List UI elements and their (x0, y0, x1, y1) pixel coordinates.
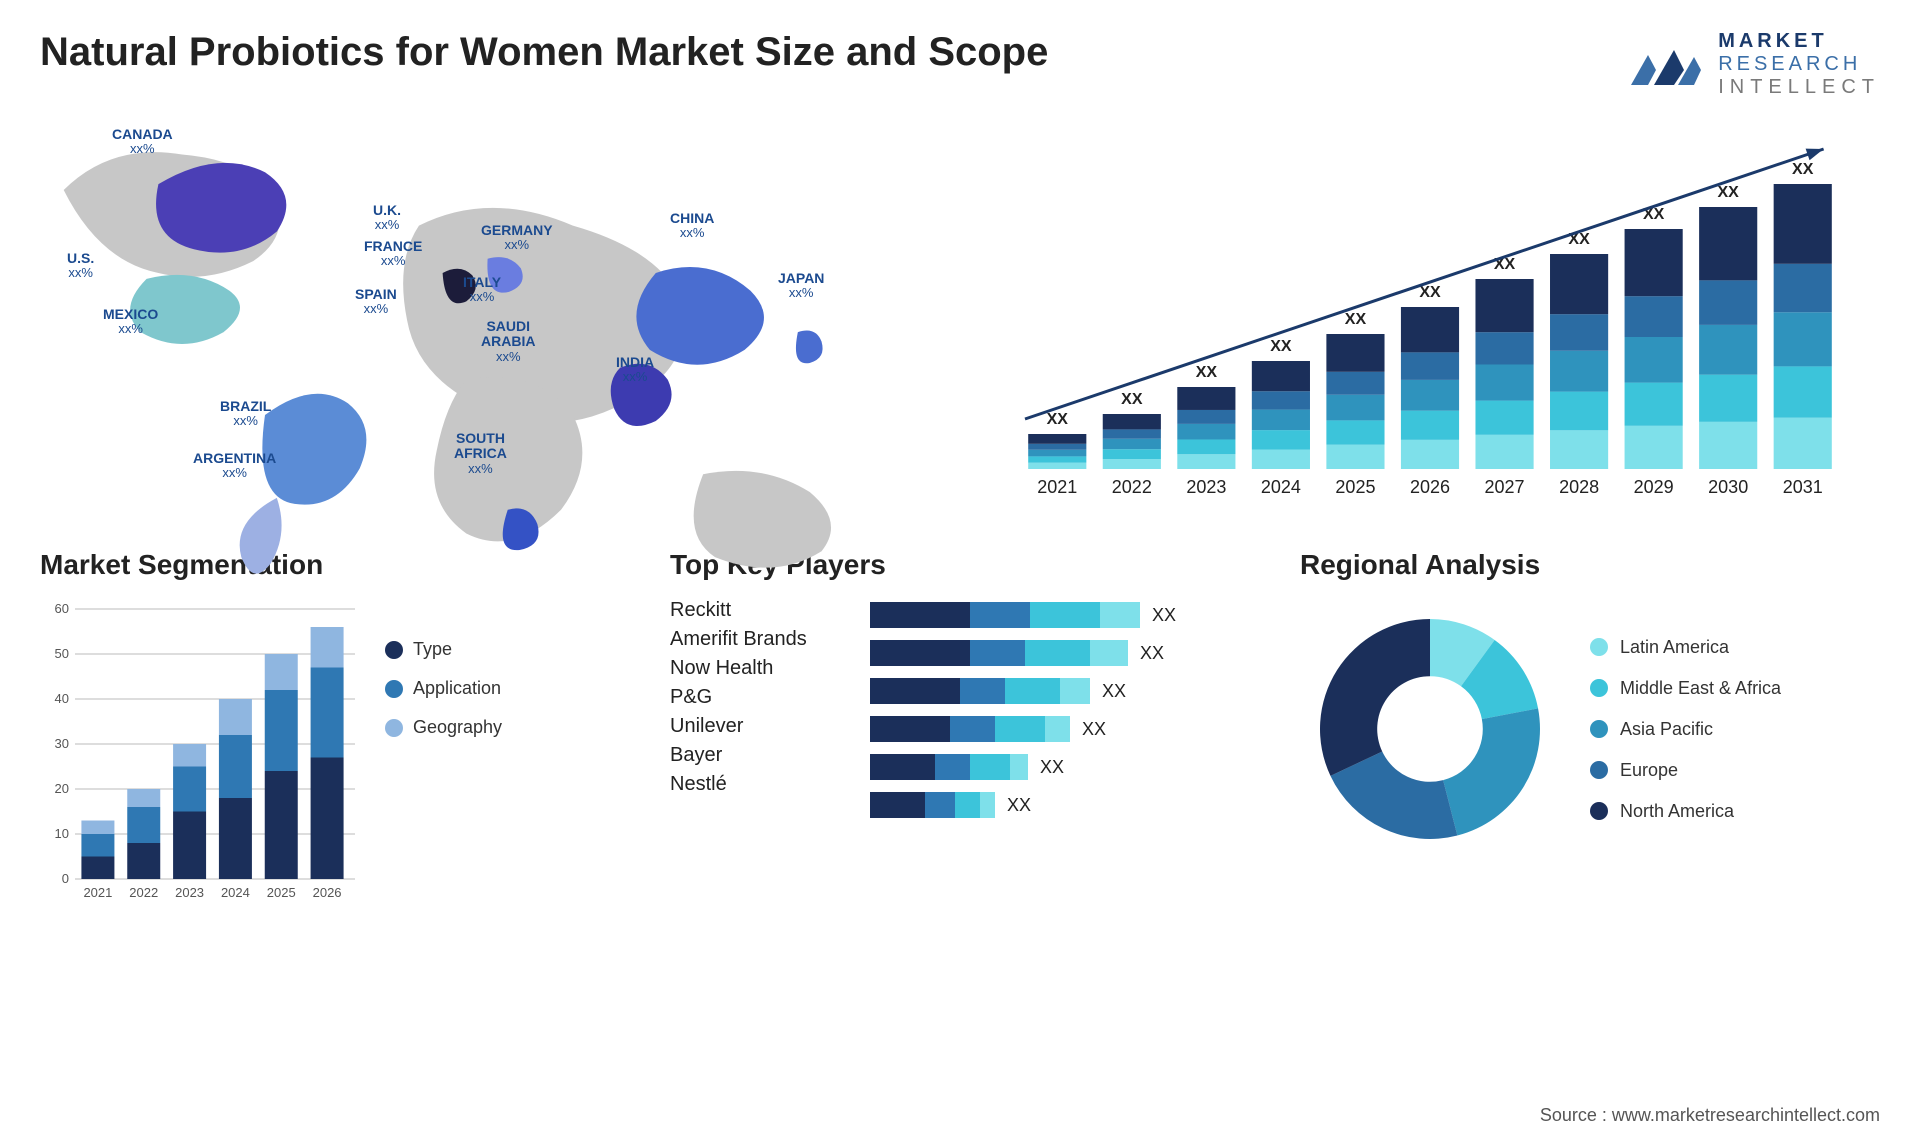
svg-text:XX: XX (1345, 311, 1367, 328)
svg-text:2024: 2024 (221, 885, 250, 900)
map-label-spain: SPAINxx% (355, 287, 397, 317)
svg-text:2030: 2030 (1708, 477, 1748, 497)
player-name: P&G (670, 686, 850, 709)
map-label-france: FRANCExx% (364, 239, 422, 269)
regional-legend: Latin America Middle East & Africa Asia Pa… (1590, 637, 1781, 822)
svg-text:10: 10 (55, 826, 69, 841)
players-panel: Top Key Players ReckittAmerifit BrandsNo… (670, 549, 1250, 909)
player-bar-row: XX (870, 791, 1250, 819)
map-label-argentina: ARGENTINAxx% (193, 451, 276, 481)
map-label-saudi-arabia: SAUDIARABIAxx% (481, 319, 535, 364)
svg-text:2031: 2031 (1783, 477, 1823, 497)
logo-line2: RESEARCH (1718, 53, 1880, 76)
player-name: Unilever (670, 715, 850, 738)
svg-text:2025: 2025 (267, 885, 296, 900)
player-name: Bayer (670, 744, 850, 767)
svg-text:2026: 2026 (313, 885, 342, 900)
svg-text:2021: 2021 (1037, 477, 1077, 497)
seg-legend-type: Type (385, 639, 502, 660)
player-name: Nestlé (670, 773, 850, 796)
svg-text:XX: XX (1121, 391, 1143, 408)
svg-text:XX: XX (1047, 411, 1069, 428)
brand-logo: MARKET RESEARCH INTELLECT (1626, 30, 1880, 99)
map-label-germany: GERMANYxx% (481, 223, 553, 253)
player-bar-row: XX (870, 753, 1250, 781)
player-bar-row: XX (870, 677, 1250, 705)
svg-text:2022: 2022 (129, 885, 158, 900)
svg-text:20: 20 (55, 781, 69, 796)
regional-legend-item: Middle East & Africa (1590, 678, 1781, 699)
logo-line3: INTELLECT (1718, 76, 1880, 99)
svg-text:XX: XX (1792, 161, 1814, 178)
svg-text:XX: XX (1718, 184, 1740, 201)
source-text: Source : www.marketresearchintellect.com (1540, 1105, 1880, 1126)
growth-bar-chart: XX 2021 XX 2022 XX 2023 XX 2024 XX 2025 XX 2026 XX 20… (980, 119, 1880, 519)
player-bar-row: XX (870, 601, 1250, 629)
regional-donut-chart (1300, 599, 1560, 859)
seg-legend-geography: Geography (385, 717, 502, 738)
segmentation-panel: Market Segmentation 01020304050602021202… (40, 549, 620, 909)
svg-text:2021: 2021 (83, 885, 112, 900)
logo-line1: MARKET (1718, 30, 1880, 53)
player-bar-row: XX (870, 715, 1250, 743)
map-label-brazil: BRAZILxx% (220, 399, 271, 429)
svg-text:2024: 2024 (1261, 477, 1301, 497)
svg-text:2026: 2026 (1410, 477, 1450, 497)
map-label-u-k-: U.K.xx% (373, 203, 401, 233)
svg-text:0: 0 (62, 871, 69, 886)
svg-text:40: 40 (55, 691, 69, 706)
svg-text:2027: 2027 (1485, 477, 1525, 497)
svg-text:XX: XX (1196, 364, 1218, 381)
players-bars: XX XX XX XX XX XX (870, 599, 1250, 819)
svg-text:60: 60 (55, 601, 69, 616)
page-title: Natural Probiotics for Women Market Size… (40, 30, 1048, 75)
map-label-japan: JAPANxx% (778, 271, 824, 301)
map-label-italy: ITALYxx% (463, 275, 501, 305)
segmentation-legend: Type Application Geography (385, 599, 502, 909)
logo-icon (1626, 35, 1706, 95)
svg-text:XX: XX (1419, 284, 1441, 301)
map-label-u-s-: U.S.xx% (67, 251, 94, 281)
players-list: Reckitt Amerifit Brands Now Health P&G Unile… (670, 599, 850, 819)
player-name: Now Health (670, 657, 850, 680)
svg-text:2029: 2029 (1634, 477, 1674, 497)
map-label-india: INDIAxx% (616, 355, 654, 385)
svg-text:2028: 2028 (1559, 477, 1599, 497)
svg-text:30: 30 (55, 736, 69, 751)
segmentation-chart: 0 10 20 30 40 50 60 2021 2022 2023 2024 2025 2026 (40, 599, 360, 909)
seg-legend-application: Application (385, 678, 502, 699)
svg-text:2025: 2025 (1335, 477, 1375, 497)
regional-legend-item: Latin America (1590, 637, 1781, 658)
map-label-mexico: MEXICOxx% (103, 307, 158, 337)
map-label-canada: CANADAxx% (112, 127, 173, 157)
regional-legend-item: Asia Pacific (1590, 719, 1781, 740)
svg-text:2023: 2023 (1186, 477, 1226, 497)
world-map-section: CANADAxx% U.S.xx% MEXICOxx% BRAZILxx% ARGENT… (40, 119, 940, 519)
map-label-china: CHINAxx% (670, 211, 714, 241)
svg-text:XX: XX (1270, 338, 1292, 355)
regional-title: Regional Analysis (1300, 549, 1880, 581)
map-label-south-africa: SOUTHAFRICAxx% (454, 431, 507, 476)
svg-text:2023: 2023 (175, 885, 204, 900)
player-name: Reckitt (670, 599, 850, 622)
regional-legend-item: Europe (1590, 760, 1781, 781)
svg-text:2022: 2022 (1112, 477, 1152, 497)
player-bar-row: XX (870, 639, 1250, 667)
regional-panel: Regional Analysis Latin America Middle Ea… (1300, 549, 1880, 909)
svg-text:50: 50 (55, 646, 69, 661)
player-name: Amerifit Brands (670, 628, 850, 651)
regional-legend-item: North America (1590, 801, 1781, 822)
